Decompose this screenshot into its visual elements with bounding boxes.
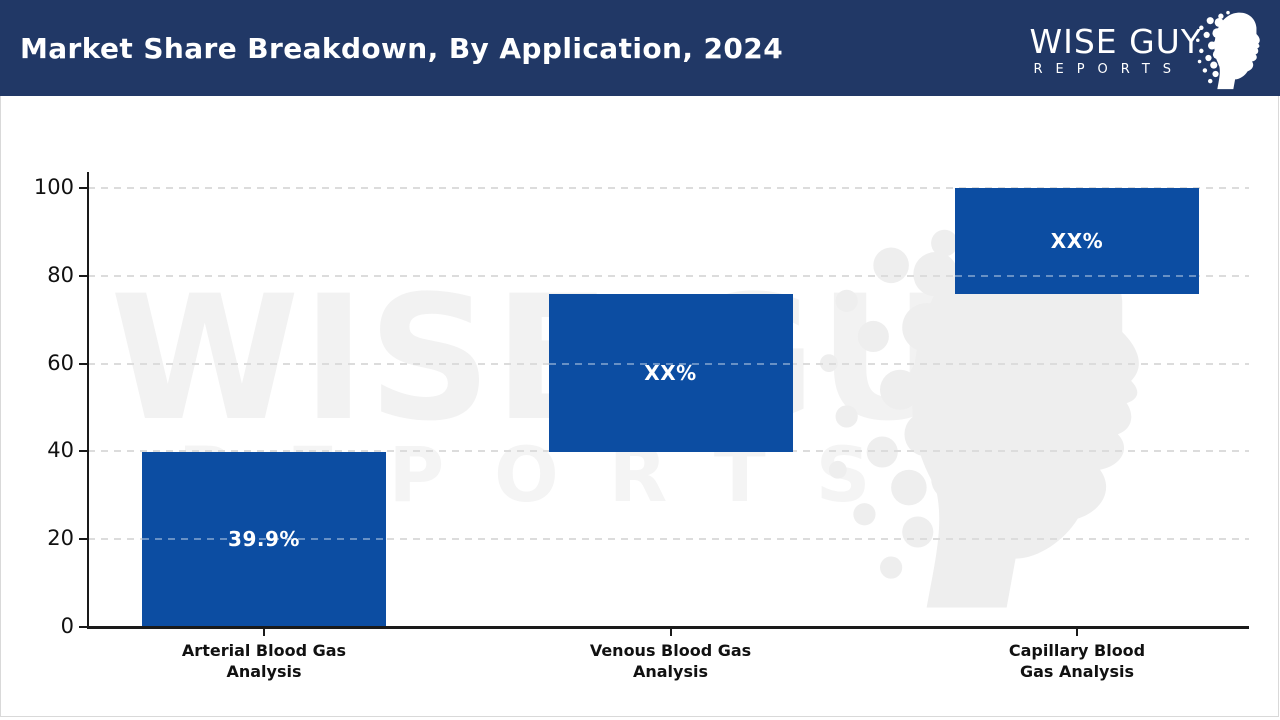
y-tick-mark — [79, 274, 87, 277]
grid-line — [88, 274, 1249, 277]
x-axis-line — [87, 626, 1249, 629]
logo-text-line1: WISE GUY — [1029, 21, 1202, 61]
in-bar-gridline — [142, 538, 386, 541]
y-tick-label: 20 — [47, 526, 74, 551]
y-tick-label: 100 — [33, 175, 74, 199]
in-bar-gridline — [548, 362, 793, 365]
x-tick-mark — [669, 629, 672, 636]
x-tick-mark — [263, 629, 265, 636]
page-title: Market Share Breakdown, By Application, … — [20, 31, 784, 65]
bar: 39.9% — [142, 451, 386, 627]
x-category-label: Arterial Blood Gas Analysis — [181, 641, 347, 681]
bar-value-label: XX% — [644, 360, 697, 385]
x-category-label: Venous Blood Gas Analysis — [589, 641, 752, 681]
logo-text-line2: REPORTS — [1033, 61, 1185, 77]
bar-value-label: XX% — [1050, 228, 1104, 253]
header-bar: Market Share Breakdown, By Application, … — [0, 0, 1280, 96]
y-tick-mark — [79, 187, 87, 189]
y-tick-label: 60 — [47, 350, 74, 375]
wise-guy-face-icon — [1196, 10, 1260, 90]
x-category-label: Capillary Blood Gas Analysis — [1008, 641, 1146, 681]
y-axis-line — [87, 172, 89, 628]
grid-line — [88, 538, 1249, 541]
logo-text: WISE GUY REPORTS — [1029, 21, 1202, 77]
y-tick-mark — [79, 362, 87, 365]
y-tick-mark — [79, 626, 87, 628]
x-tick-mark — [1076, 629, 1078, 636]
bar-value-label: 39.9% — [228, 527, 300, 552]
y-tick-label: 40 — [47, 438, 74, 463]
y-tick-mark — [79, 450, 87, 453]
grid-line — [88, 187, 1249, 189]
y-tick-label: 0 — [60, 614, 74, 638]
bar: XX% — [548, 293, 793, 452]
y-tick-label: 80 — [47, 262, 74, 287]
y-tick-mark — [79, 538, 87, 541]
wise-guy-reports-logo: WISE GUY REPORTS — [1029, 8, 1264, 92]
bar: XX% — [955, 188, 1199, 294]
in-bar-gridline — [955, 274, 1199, 277]
